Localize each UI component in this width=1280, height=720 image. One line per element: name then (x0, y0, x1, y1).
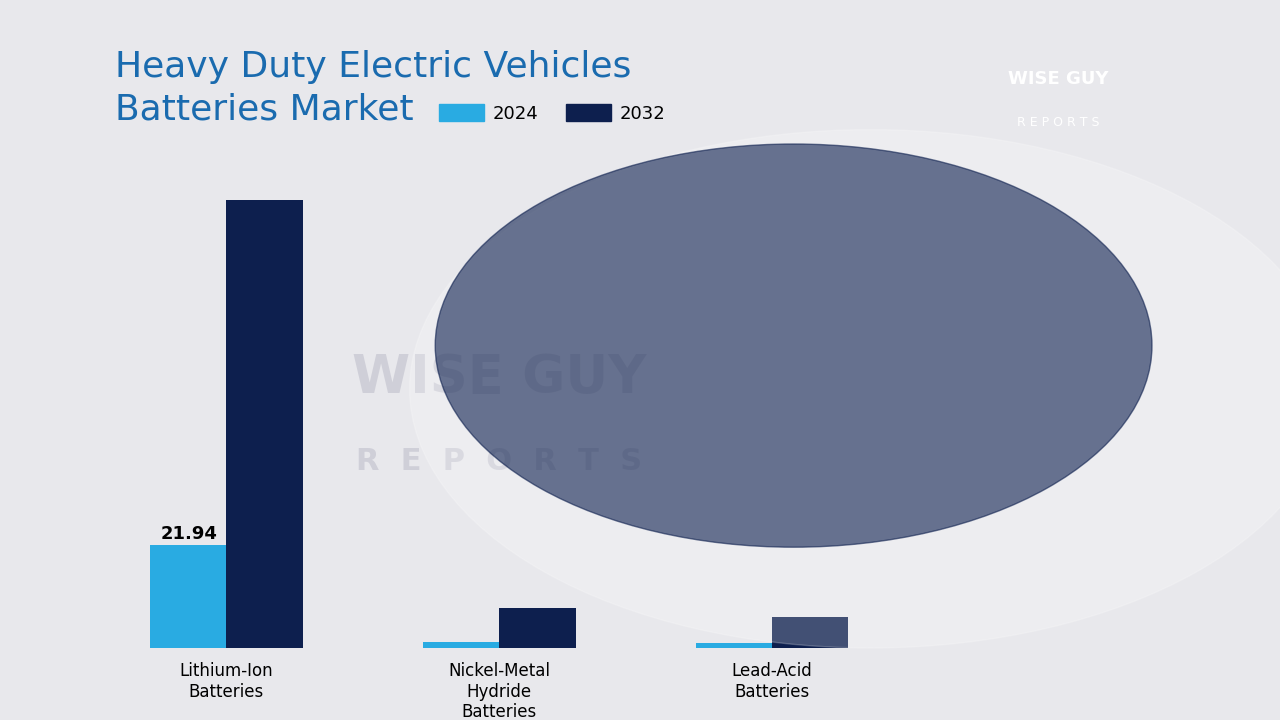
Bar (422, 642, 499, 648)
Bar (499, 608, 576, 648)
Text: R  E  P  O  R  T  S: R E P O R T S (356, 447, 643, 476)
Legend: 2024, 2032: 2024, 2032 (431, 97, 673, 130)
Text: Heavy Duty Electric Vehicles
Batteries Market: Heavy Duty Electric Vehicles Batteries M… (115, 50, 631, 127)
Bar (695, 643, 772, 648)
Bar (772, 617, 849, 648)
Text: WISE GUY: WISE GUY (1007, 71, 1108, 89)
Bar (227, 200, 303, 648)
Text: R E P O R T S: R E P O R T S (1016, 116, 1100, 129)
Bar (150, 544, 227, 648)
Text: 21.94: 21.94 (160, 525, 218, 543)
Text: WISE GUY: WISE GUY (352, 352, 646, 405)
